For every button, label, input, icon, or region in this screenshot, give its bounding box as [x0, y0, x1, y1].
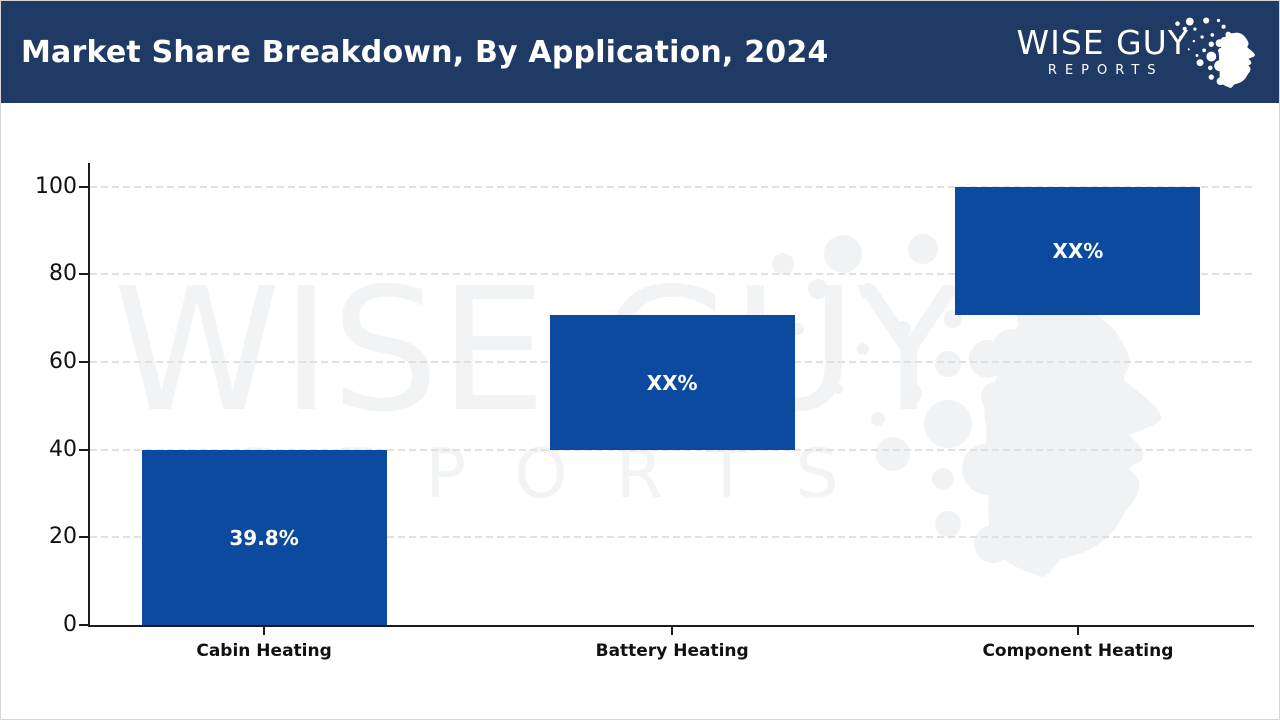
- x-axis: [88, 625, 1254, 627]
- logo-wordmark-block: WISE GUY REPORTS: [1016, 26, 1189, 78]
- x-tick-mark: [263, 627, 266, 635]
- logo-wordmark: WISE GUY: [1016, 23, 1189, 62]
- bar: XX%: [549, 314, 795, 451]
- category-label: Battery Heating: [595, 641, 749, 661]
- y-tick-mark: [79, 624, 88, 626]
- brand-logo: WISE GUY REPORTS: [1016, 16, 1257, 88]
- category-label: Cabin Heating: [196, 641, 332, 661]
- bar-value-label: 39.8%: [229, 525, 299, 550]
- page-title: Market Share Breakdown, By Application, …: [21, 34, 829, 70]
- gridline: [90, 185, 1254, 188]
- category-label: Component Heating: [982, 641, 1174, 661]
- x-tick-mark: [671, 627, 674, 635]
- y-tick-mark: [79, 536, 88, 539]
- bar-value-label: XX%: [646, 370, 698, 395]
- y-tick-mark: [79, 360, 88, 363]
- y-tick-mark: [79, 185, 88, 188]
- y-tick-mark: [79, 273, 88, 276]
- bar: 39.8%: [141, 450, 387, 625]
- gridline: [90, 273, 1254, 276]
- y-tick-label: 40: [49, 436, 77, 462]
- bar: XX%: [955, 186, 1201, 315]
- y-tick-label: 60: [49, 348, 77, 374]
- y-tick-label: 20: [49, 524, 77, 550]
- y-tick-label: 100: [35, 173, 77, 199]
- header-bar: Market Share Breakdown, By Application, …: [1, 1, 1279, 103]
- gridline: [90, 536, 1254, 539]
- y-tick-label: 80: [49, 261, 77, 287]
- y-axis: [88, 163, 90, 627]
- y-tick-label: 0: [63, 612, 77, 637]
- y-tick-mark: [79, 448, 88, 451]
- bar-value-label: XX%: [1052, 238, 1104, 263]
- x-tick-mark: [1076, 627, 1079, 635]
- logo-subtext: REPORTS: [1047, 63, 1164, 78]
